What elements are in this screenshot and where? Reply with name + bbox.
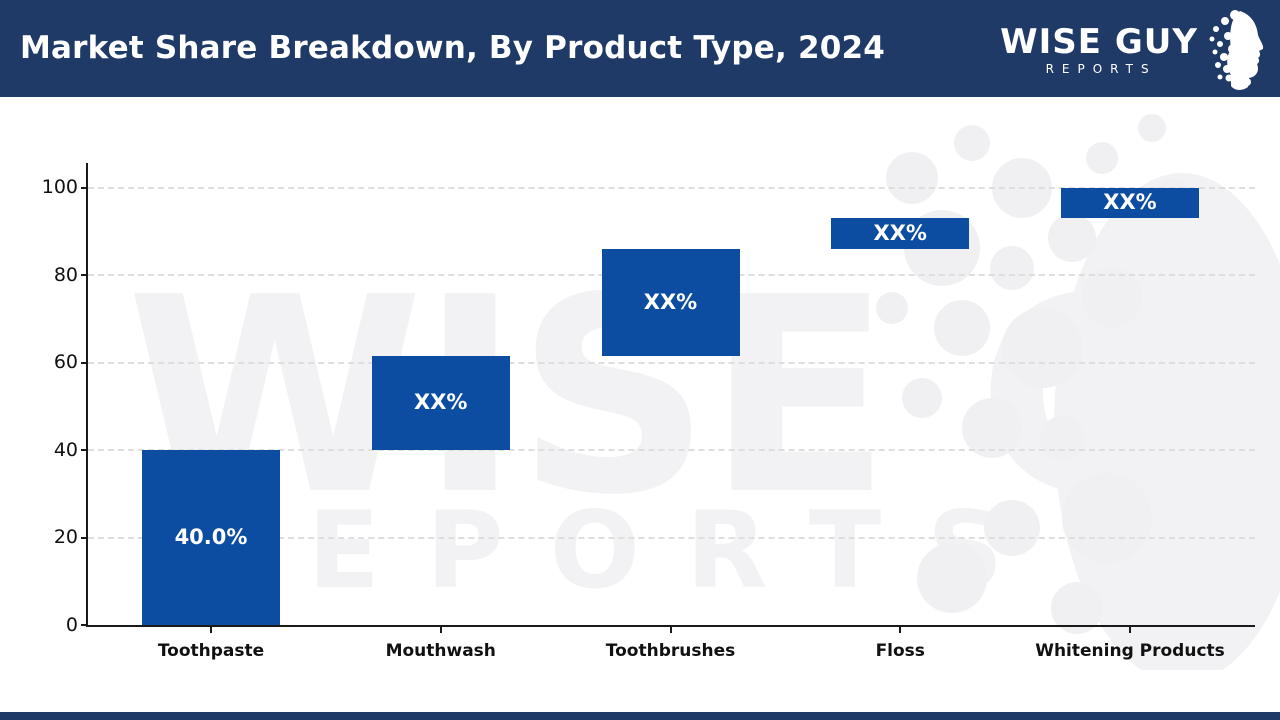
bar-value-label: XX% (873, 220, 927, 245)
bar-value-label: XX% (414, 390, 468, 415)
bar-mouthwash (371, 355, 510, 450)
x-axis-tick (439, 626, 442, 633)
logo-text: WISE GUY REPORTS (1000, 25, 1198, 76)
y-tick-label: 40 (53, 438, 78, 461)
y-tick-label: 20 (53, 526, 78, 548)
y-tick-label: 100 (41, 176, 78, 198)
bar-floss (831, 218, 970, 249)
page-title: Market Share Breakdown, By Product Type,… (20, 30, 886, 66)
bar-value-label: XX% (1103, 190, 1157, 215)
watermark-subtitle: REPORTS (180, 489, 1050, 612)
x-tick-label: Whitening Products (1035, 641, 1225, 661)
bar-toothbrushes (601, 248, 740, 356)
logo-head-icon (1209, 10, 1264, 90)
bar-toothpaste (142, 450, 280, 625)
x-tick-label: Toothpaste (157, 641, 265, 661)
logo-subtitle: REPORTS (1045, 61, 1157, 76)
bar-whitening-products (1061, 187, 1199, 219)
watermark-head-graphic (876, 114, 1280, 670)
y-axis-line (86, 163, 88, 627)
x-tick-label: Mouthwash (385, 641, 496, 661)
y-tick-label: 60 (53, 351, 78, 373)
x-tick-label: Floss (875, 641, 925, 661)
bar-value-label: 40.0% (174, 525, 248, 549)
x-axis-tick (1129, 626, 1131, 633)
y-axis-tick (81, 274, 88, 276)
y-axis-tick (81, 536, 88, 539)
gridline (88, 536, 1255, 539)
y-axis-tick (81, 449, 88, 451)
x-axis-line (86, 625, 1255, 627)
x-axis-tick (669, 626, 672, 633)
bar-value-label: XX% (643, 289, 698, 314)
wise-guy-logo: WISE GUY REPORTS (1000, 6, 1266, 94)
y-axis-tick (81, 361, 88, 364)
y-tick-label: 0 (65, 613, 78, 636)
x-tick-label: Toothbrushes (605, 641, 736, 661)
footer-band (0, 712, 1280, 720)
gridline (88, 361, 1255, 364)
header-band: Market Share Breakdown, By Product Type,… (0, 0, 1280, 97)
x-axis-tick (899, 626, 902, 633)
logo-wordmark: WISE GUY (1000, 21, 1198, 62)
gridline (88, 186, 1255, 189)
y-tick-label: 80 (53, 263, 78, 286)
y-axis-tick (81, 624, 88, 626)
y-axis-tick (81, 186, 88, 189)
x-axis-tick (210, 626, 212, 633)
gridline (88, 449, 1255, 451)
